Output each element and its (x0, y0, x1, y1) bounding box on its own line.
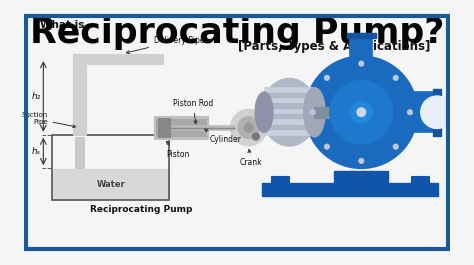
Bar (433, 89, 440, 136)
Bar (264, 109, 314, 113)
Bar (271, 176, 289, 183)
Circle shape (330, 81, 393, 144)
Ellipse shape (261, 78, 317, 146)
Bar (264, 130, 314, 135)
Circle shape (407, 109, 413, 115)
Text: hₛ: hₛ (32, 147, 41, 156)
Bar (52, 135, 169, 200)
Text: h₂: h₂ (31, 92, 41, 101)
Bar (156, 120, 206, 136)
Text: Reciprocating Pump: Reciprocating Pump (91, 205, 193, 214)
Circle shape (393, 75, 399, 81)
Circle shape (305, 56, 417, 168)
Bar (264, 98, 314, 102)
Text: What is: What is (40, 20, 84, 30)
Text: Crank: Crank (239, 149, 262, 167)
Bar (347, 33, 376, 38)
Text: Suction
Pipe: Suction Pipe (22, 112, 75, 127)
Circle shape (359, 61, 364, 66)
Circle shape (421, 96, 453, 129)
Bar (158, 118, 170, 138)
Bar (73, 58, 86, 135)
Bar (314, 107, 331, 118)
Bar (53, 169, 169, 199)
Text: Piston: Piston (166, 141, 189, 159)
Bar (350, 36, 372, 58)
Circle shape (252, 133, 260, 140)
Circle shape (324, 144, 329, 149)
Bar (75, 136, 84, 168)
Text: Cylinder: Cylinder (204, 129, 242, 144)
Circle shape (393, 144, 399, 149)
Circle shape (350, 101, 372, 123)
Circle shape (357, 108, 366, 117)
Bar (154, 116, 208, 139)
Bar (264, 87, 314, 91)
Bar (73, 54, 163, 64)
Text: Reciprocating Pump?: Reciprocating Pump? (30, 16, 444, 50)
Circle shape (244, 123, 253, 132)
Circle shape (359, 158, 364, 164)
Text: Water: Water (97, 180, 125, 189)
Circle shape (324, 75, 329, 81)
Ellipse shape (304, 87, 325, 137)
Circle shape (238, 117, 260, 138)
Ellipse shape (255, 92, 273, 132)
Bar (262, 183, 438, 196)
Bar (264, 120, 314, 124)
Bar (413, 92, 438, 132)
Text: [Parts, Types & Applications]: [Parts, Types & Applications] (238, 40, 430, 53)
Text: Delivery Pipe: Delivery Pipe (127, 36, 205, 54)
Circle shape (231, 109, 267, 145)
Bar (334, 171, 388, 183)
Text: Piston Rod: Piston Rod (173, 99, 213, 124)
Bar (411, 176, 429, 183)
Circle shape (310, 109, 315, 115)
